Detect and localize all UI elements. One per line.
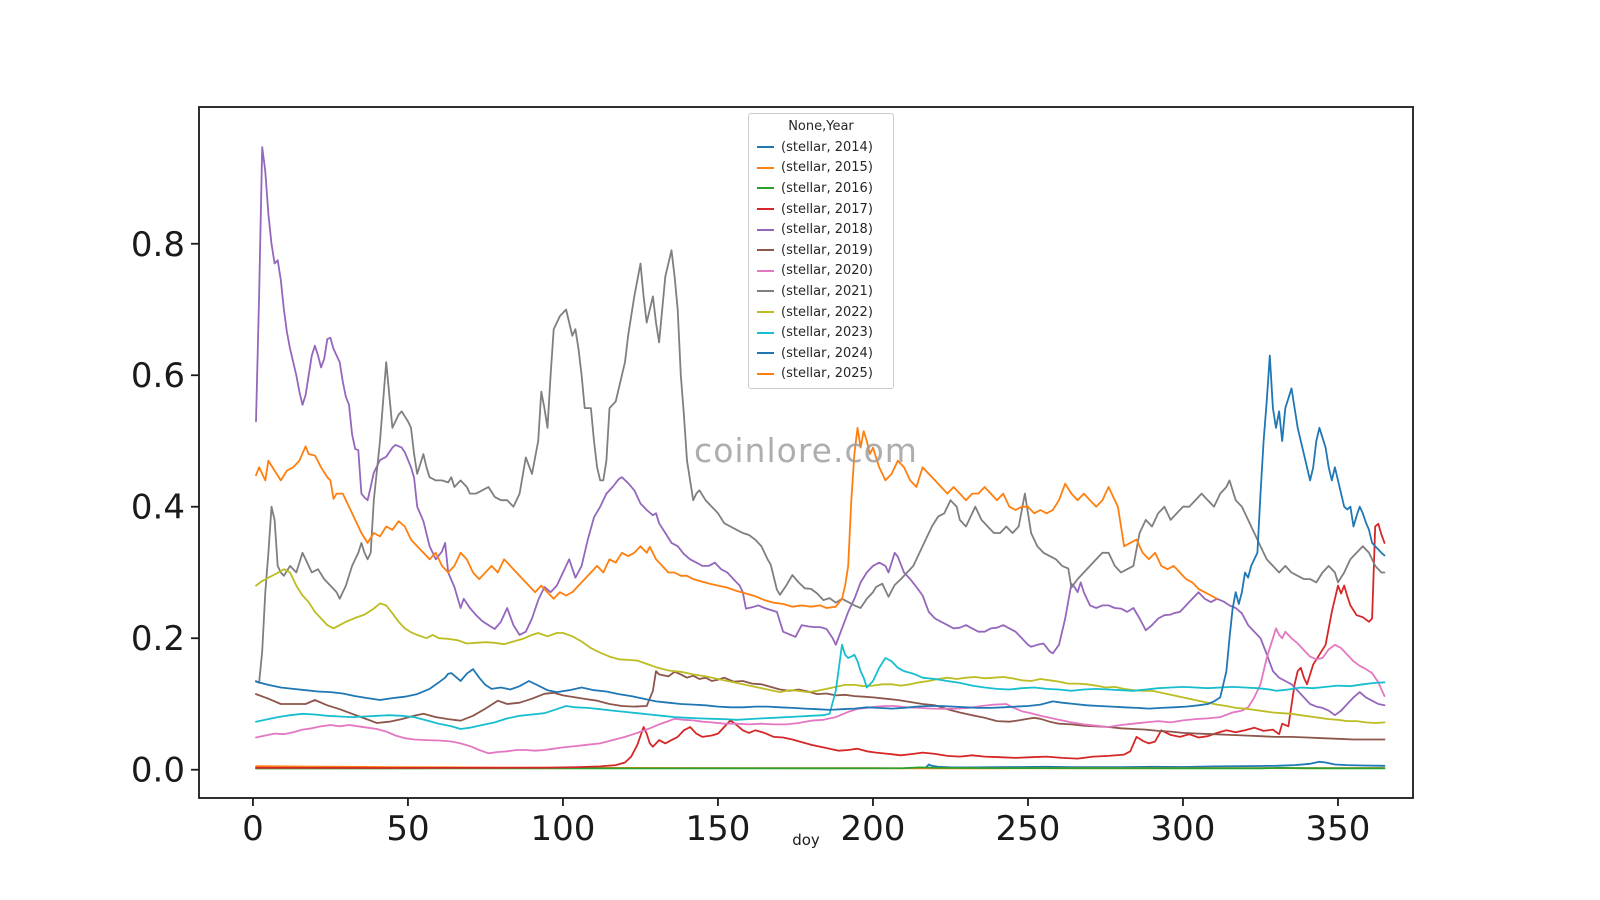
series-line-2022	[255, 568, 1386, 724]
legend-label: (stellar, 2024)	[781, 345, 873, 361]
x-tick-label: 300	[1151, 809, 1216, 849]
legend-item-2020: (stellar, 2020)	[753, 261, 889, 282]
series-line-2019	[255, 670, 1386, 741]
legend-label: (stellar, 2021)	[781, 283, 873, 299]
legend: None,Year (stellar, 2014) (stellar, 2015)…	[748, 113, 894, 390]
legend-item-2021: (stellar, 2021)	[753, 281, 889, 302]
legend-line-sample	[757, 352, 774, 355]
legend-item-2019: (stellar, 2019)	[753, 240, 889, 261]
legend-label: (stellar, 2019)	[781, 242, 873, 258]
series-line-2023	[255, 643, 1386, 730]
legend-line-sample	[757, 166, 774, 169]
legend-item-2025: (stellar, 2025)	[753, 364, 889, 385]
legend-item-2024: (stellar, 2024)	[753, 343, 889, 364]
legend-line-sample	[757, 228, 774, 231]
x-tick-label: 50	[386, 809, 429, 849]
legend-label: (stellar, 2017)	[781, 201, 873, 217]
legend-item-2022: (stellar, 2022)	[753, 302, 889, 323]
legend-label: (stellar, 2016)	[781, 180, 873, 196]
x-tick-label: 350	[1306, 809, 1371, 849]
legend-item-2017: (stellar, 2017)	[753, 199, 889, 220]
legend-line-sample	[757, 249, 774, 252]
x-axis-label: doy	[792, 831, 820, 849]
legend-item-2018: (stellar, 2018)	[753, 219, 889, 240]
x-tick-label: 0	[242, 809, 264, 849]
y-tick-label: 0.2	[131, 619, 185, 659]
legend-title: None,Year	[788, 119, 854, 134]
legend-line-sample	[757, 187, 774, 190]
x-tick-label: 100	[530, 809, 595, 849]
axes-frame	[198, 106, 1414, 799]
series-line-2021	[255, 249, 1386, 684]
legend-line-sample	[757, 290, 774, 293]
legend-line-sample	[757, 269, 774, 272]
legend-label: (stellar, 2020)	[781, 263, 873, 279]
legend-line-sample	[757, 146, 774, 149]
y-tick-label: 0.4	[131, 488, 185, 528]
legend-item-2023: (stellar, 2023)	[753, 322, 889, 343]
series-line-2018	[255, 146, 1386, 717]
series-line-2017	[255, 522, 1386, 769]
legend-item-2015: (stellar, 2015)	[753, 158, 889, 179]
legend-label: (stellar, 2014)	[781, 139, 873, 155]
legend-line-sample	[757, 372, 774, 375]
legend-label: (stellar, 2025)	[781, 366, 873, 382]
legend-label: (stellar, 2018)	[781, 222, 873, 238]
series-line-2024	[255, 354, 1386, 711]
legend-item-2016: (stellar, 2016)	[753, 178, 889, 199]
x-tick-label: 150	[686, 809, 751, 849]
legend-line-sample	[757, 311, 774, 314]
legend-label: (stellar, 2022)	[781, 304, 873, 320]
legend-item-2014: (stellar, 2014)	[753, 137, 889, 158]
series-line-2025	[255, 426, 1218, 609]
y-tick-label: 0.0	[131, 751, 185, 791]
y-tick-label: 0.8	[131, 225, 185, 265]
y-tick-label: 0.6	[131, 356, 185, 396]
series-line-2014	[924, 760, 1386, 769]
x-tick-label: 250	[996, 809, 1061, 849]
x-tick-label: 200	[841, 809, 906, 849]
legend-label: (stellar, 2023)	[781, 325, 873, 341]
watermark: coinlore.com	[694, 430, 918, 470]
legend-line-sample	[757, 331, 774, 334]
legend-label: (stellar, 2015)	[781, 160, 873, 176]
legend-line-sample	[757, 208, 774, 211]
